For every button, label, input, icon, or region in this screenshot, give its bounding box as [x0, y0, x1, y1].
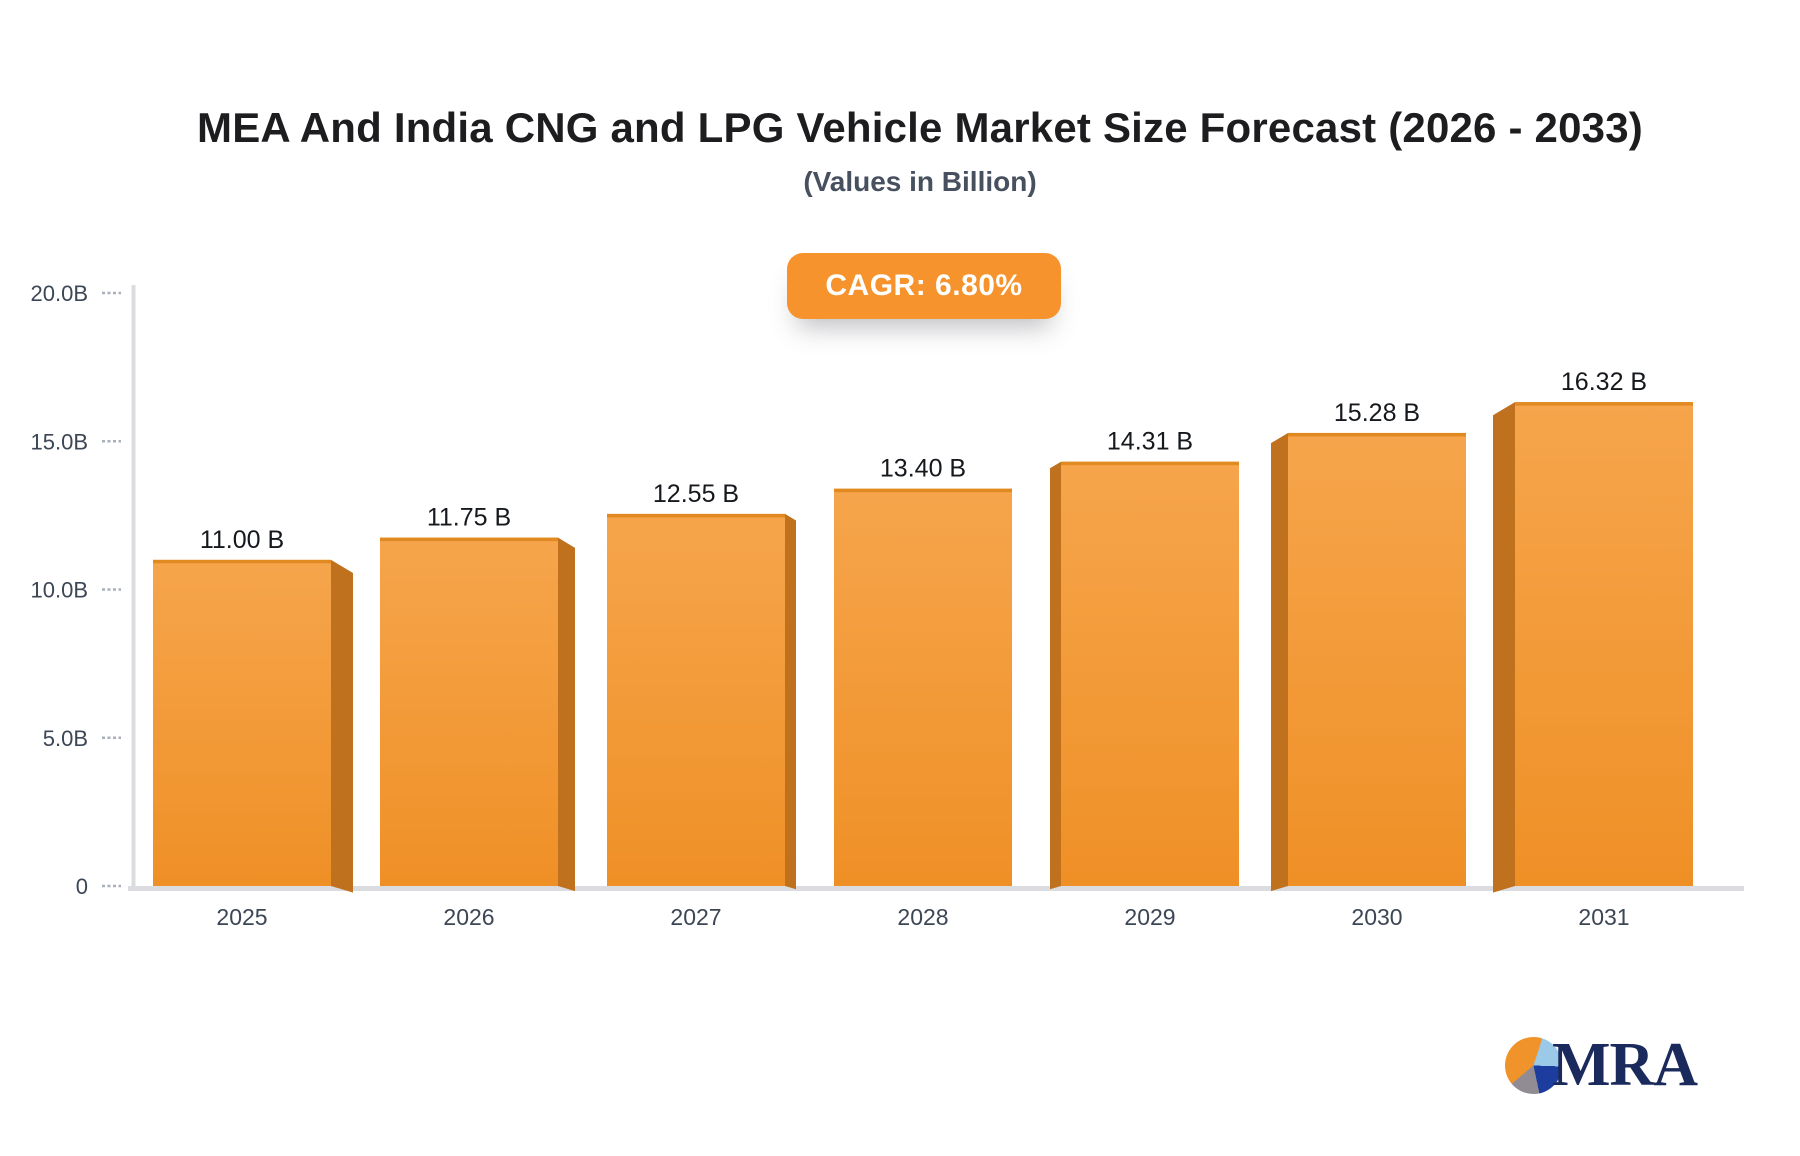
- value-label-2027: 12.55 B: [653, 480, 739, 508]
- bar-2029: [1061, 461, 1239, 886]
- bar-side-2026: [558, 537, 575, 892]
- bar-side-2029: [1050, 461, 1061, 890]
- value-label-2028: 13.40 B: [880, 455, 966, 483]
- bar-2027: [607, 513, 785, 886]
- chart-subtitle: (Values in Billion): [803, 166, 1037, 197]
- bar-top-edge-2027: [607, 513, 785, 518]
- chart-title: MEA And India CNG and LPG Vehicle Market…: [197, 104, 1643, 151]
- bar-2030: [1288, 432, 1466, 886]
- x-tick-label-2028: 2028: [897, 904, 948, 930]
- y-tick-label-0: 0: [76, 874, 88, 899]
- logo-pie-icon: [1505, 1036, 1562, 1094]
- bar-top-edge-2030: [1288, 432, 1466, 437]
- value-label-2025: 11.00 B: [200, 526, 284, 554]
- value-label-2029: 14.31 B: [1107, 428, 1193, 456]
- y-tick-label-10.0B: 10.0B: [31, 578, 89, 603]
- bar-top-edge-2025: [153, 559, 331, 564]
- value-label-2030: 15.28 B: [1334, 399, 1420, 427]
- x-tick-label-2031: 2031: [1578, 904, 1629, 930]
- cagr-badge: CAGR: 6.80%: [787, 253, 1061, 319]
- bar-side-2030: [1271, 432, 1288, 892]
- bar-2031: [1515, 402, 1693, 886]
- x-tick-label-2025: 2025: [216, 904, 267, 930]
- bar-side-2025: [331, 559, 353, 893]
- y-tick-label-20.0B: 20.0B: [31, 281, 89, 306]
- value-label-2031: 16.32 B: [1561, 368, 1647, 396]
- x-tick-label-2026: 2026: [443, 904, 494, 930]
- bar-2026: [380, 537, 558, 886]
- value-label-2026: 11.75 B: [427, 504, 511, 532]
- bar-2025: [153, 559, 331, 886]
- x-tick-label-2027: 2027: [670, 904, 721, 930]
- x-tick-label-2029: 2029: [1124, 904, 1175, 930]
- logo: MRA: [1505, 1031, 1698, 1099]
- bar-top-edge-2028: [834, 488, 1012, 493]
- y-tick-label-15.0B: 15.0B: [31, 429, 89, 454]
- logo-text: MRA: [1552, 1031, 1698, 1099]
- y-tick-label-5.0B: 5.0B: [43, 726, 88, 751]
- x-tick-label-2030: 2030: [1351, 904, 1402, 930]
- bar-side-2031: [1493, 402, 1515, 893]
- bar-2028: [834, 488, 1012, 886]
- bar-top-edge-2031: [1515, 402, 1693, 406]
- bar-side-2027: [785, 513, 796, 890]
- bar-top-edge-2026: [380, 537, 558, 542]
- bar-top-edge-2029: [1061, 461, 1239, 466]
